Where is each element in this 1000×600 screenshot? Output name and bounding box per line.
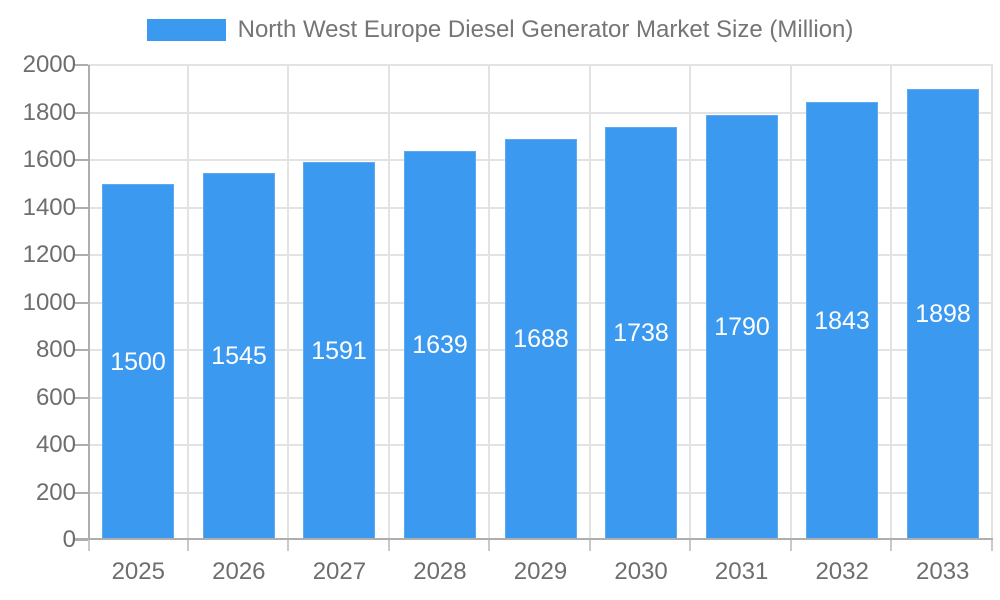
gridline-vertical: [689, 65, 692, 540]
gridline-vertical: [287, 65, 290, 540]
bar-2029[interactable]: 1688: [505, 139, 577, 540]
bar-2027[interactable]: 1591: [303, 162, 375, 540]
gridline-vertical: [991, 65, 993, 540]
x-axis-label: 2026: [212, 558, 266, 585]
y-axis-label: 1400: [22, 193, 76, 221]
gridline-vertical: [186, 65, 189, 540]
gridline-vertical: [588, 65, 591, 540]
x-axis-tick: [186, 540, 189, 551]
gridline-horizontal: [88, 111, 993, 114]
legend-item[interactable]: North West Europe Diesel Generator Marke…: [0, 17, 1000, 43]
x-axis-label: 2028: [413, 558, 467, 585]
y-axis-tick: [75, 444, 88, 446]
y-axis-tick: [75, 64, 88, 66]
y-axis-label: 1000: [22, 288, 76, 316]
y-axis-tick: [75, 111, 88, 114]
x-axis-tick: [588, 540, 591, 551]
bar-2026[interactable]: 1545: [203, 173, 275, 540]
x-axis-label: 2032: [815, 558, 869, 585]
bar-2025[interactable]: 1500: [102, 184, 174, 540]
gridline-vertical: [488, 65, 491, 540]
y-axis-tick: [75, 159, 88, 161]
x-axis-tick: [991, 540, 993, 551]
gridline-vertical: [789, 65, 792, 540]
bar-value-label: 1545: [211, 342, 267, 370]
bar-value-label: 1738: [613, 319, 669, 347]
bar-2030[interactable]: 1738: [605, 127, 677, 540]
bar-2033[interactable]: 1898: [907, 89, 979, 540]
legend-swatch-icon: [146, 19, 226, 41]
y-axis-label: 800: [35, 336, 76, 363]
y-axis-label: 200: [35, 478, 76, 506]
bar-2032[interactable]: 1843: [806, 102, 878, 540]
y-axis-label: 2000: [22, 51, 76, 78]
y-axis-tick: [75, 254, 88, 256]
y-axis-tick: [75, 491, 88, 494]
x-axis-label: 2031: [714, 558, 769, 585]
y-axis-label: 1600: [22, 146, 76, 173]
gridline-vertical: [890, 65, 893, 540]
y-axis-label: 0: [62, 526, 76, 553]
x-axis-tick: [689, 540, 692, 551]
x-axis-line: [75, 538, 993, 540]
y-axis-line: [88, 65, 90, 540]
y-axis-label: 1800: [22, 98, 76, 126]
y-axis-tick: [75, 206, 88, 209]
bar-2028[interactable]: 1639: [404, 151, 476, 540]
bar-value-label: 1790: [714, 313, 770, 341]
x-axis-label: 2033: [916, 558, 970, 585]
x-axis-tick: [789, 540, 792, 551]
y-axis-tick: [75, 349, 88, 351]
y-axis-tick: [75, 539, 88, 541]
y-axis-label: 400: [35, 431, 76, 458]
x-axis-tick: [387, 540, 390, 551]
x-axis-label: 2029: [513, 558, 568, 585]
x-axis-label: 2027: [312, 558, 367, 585]
plot-area: 1500 1545 1591 1639 1688 1738 1790 1843 1898: [88, 64, 993, 540]
x-axis-tick: [287, 540, 290, 551]
bar-2031[interactable]: 1790: [706, 115, 778, 540]
gridline-vertical: [387, 65, 390, 540]
bar-value-label: 1843: [814, 306, 870, 335]
bar-value-label: 1639: [412, 331, 468, 359]
legend-label: North West Europe Diesel Generator Marke…: [237, 16, 854, 43]
y-axis-tick: [75, 396, 88, 399]
x-axis-tick: [88, 540, 90, 551]
bar-value-label: 1688: [513, 325, 569, 353]
x-axis-label: 2030: [614, 558, 668, 585]
y-axis-label: 600: [35, 383, 76, 411]
y-axis-label: 1200: [22, 241, 76, 268]
y-axis-tick: [75, 301, 88, 304]
x-axis-tick: [488, 540, 491, 551]
bar-value-label: 1500: [110, 347, 166, 376]
bar-value-label: 1591: [311, 336, 367, 365]
x-axis-label: 2025: [111, 558, 165, 585]
x-axis-tick: [890, 540, 893, 551]
gridline-horizontal: [88, 64, 993, 66]
bar-value-label: 1898: [915, 300, 971, 328]
